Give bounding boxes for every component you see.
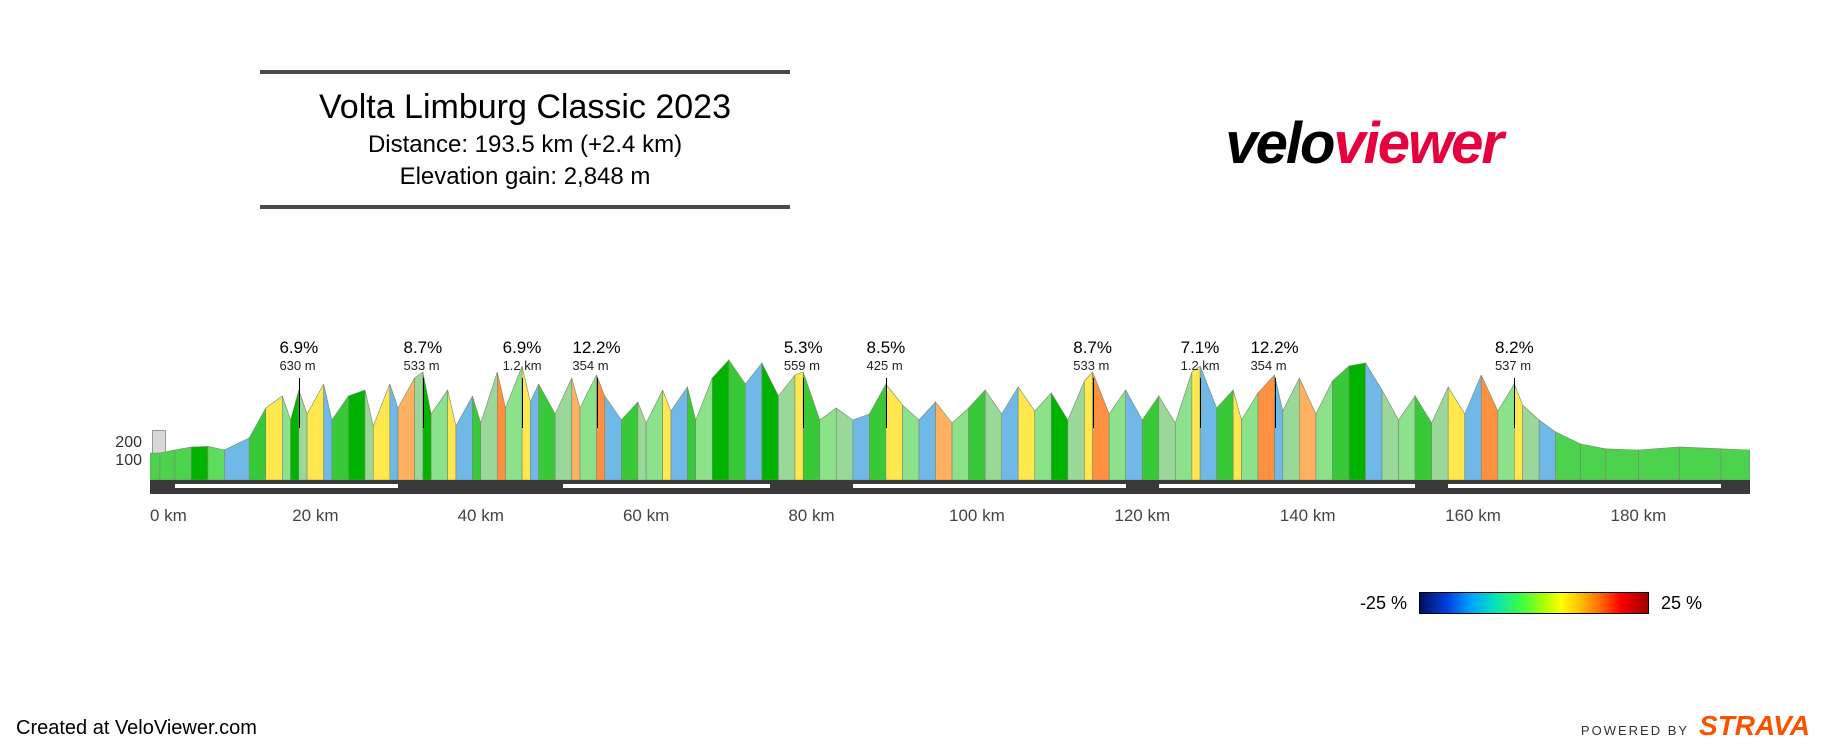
climb-marker-line xyxy=(299,378,300,428)
y-tick-100: 100 xyxy=(115,452,142,470)
climb-marker-line xyxy=(522,378,523,428)
climb-pct: 12.2% xyxy=(572,338,620,358)
road-segment xyxy=(1159,484,1415,488)
road-strip xyxy=(150,480,1750,494)
climb-marker-line xyxy=(597,378,598,428)
climb-pct: 12.2% xyxy=(1250,338,1298,358)
x-tick-label: 40 km xyxy=(458,506,504,526)
climb-pct: 7.1% xyxy=(1181,338,1220,358)
climb-length: 537 m xyxy=(1495,358,1534,373)
footer-powered: POWERED BY STRAVA xyxy=(1581,710,1810,742)
climb-label: 8.7%533 m xyxy=(403,338,442,373)
climb-length: 354 m xyxy=(1250,358,1298,373)
climb-label: 12.2%354 m xyxy=(1250,338,1298,373)
x-axis: 0 km 20 km 40 km 60 km 80 km 100 km 120 km 140 … xyxy=(150,506,1750,530)
footer-credit: Created at VeloViewer.com xyxy=(16,717,257,740)
legend-max-label: 25 % xyxy=(1661,593,1702,614)
route-elevation: Elevation gain: 2,848 m xyxy=(260,163,790,191)
climb-marker-line xyxy=(1514,378,1515,428)
x-tick-label: 140 km xyxy=(1280,506,1336,526)
climb-length: 533 m xyxy=(1073,358,1112,373)
climb-marker-line xyxy=(1275,378,1276,428)
x-tick-label: 160 km xyxy=(1445,506,1501,526)
climb-label: 6.9%630 m xyxy=(279,338,318,373)
climb-label: 6.9%1.2 km xyxy=(503,338,542,373)
route-distance: Distance: 193.5 km (+2.4 km) xyxy=(260,131,790,159)
climb-label: 8.5%425 m xyxy=(867,338,906,373)
elevation-chart: 200 100 0 km 20 km 40 km 60 km 80 km 100 km 12… xyxy=(100,330,1760,530)
climb-marker-line xyxy=(423,378,424,428)
road-segment xyxy=(563,484,770,488)
climb-marker-line xyxy=(1200,378,1201,428)
y-tick-200: 200 xyxy=(115,434,142,452)
climb-length: 425 m xyxy=(867,358,906,373)
x-tick-label: 80 km xyxy=(788,506,834,526)
climb-marker-line xyxy=(1093,378,1094,428)
veloviewer-logo: veloviewer xyxy=(1225,110,1502,177)
x-tick-label: 120 km xyxy=(1114,506,1170,526)
climb-length: 1.2 km xyxy=(503,358,542,373)
climb-label: 7.1%1.2 km xyxy=(1181,338,1220,373)
x-tick-label: 100 km xyxy=(949,506,1005,526)
road-segment xyxy=(853,484,1126,488)
climb-label: 12.2%354 m xyxy=(572,338,620,373)
climb-length: 354 m xyxy=(572,358,620,373)
climb-pct: 8.2% xyxy=(1495,338,1534,358)
x-tick-label: 20 km xyxy=(292,506,338,526)
gradient-legend: -25 % 25 % xyxy=(1360,592,1702,614)
climb-pct: 8.5% xyxy=(867,338,906,358)
x-tick-label: 0 km xyxy=(150,506,187,526)
x-tick-label: 180 km xyxy=(1610,506,1666,526)
logo-part-viewer: viewer xyxy=(1333,111,1502,176)
route-title: Volta Limburg Classic 2023 xyxy=(260,88,790,127)
climb-pct: 8.7% xyxy=(403,338,442,358)
x-tick-label: 60 km xyxy=(623,506,669,526)
legend-min-label: -25 % xyxy=(1360,593,1407,614)
climb-marker-line xyxy=(803,378,804,428)
climb-length: 1.2 km xyxy=(1181,358,1220,373)
climb-pct: 6.9% xyxy=(279,338,318,358)
road-segment xyxy=(175,484,398,488)
climb-label: 8.2%537 m xyxy=(1495,338,1534,373)
powered-by-label: POWERED BY xyxy=(1581,723,1689,738)
climb-pct: 5.3% xyxy=(784,338,823,358)
climb-pct: 6.9% xyxy=(503,338,542,358)
climb-label: 5.3%559 m xyxy=(784,338,823,373)
climb-marker-line xyxy=(886,378,887,428)
legend-gradient-bar xyxy=(1419,592,1649,614)
climb-length: 630 m xyxy=(279,358,318,373)
climb-pct: 8.7% xyxy=(1073,338,1112,358)
climb-length: 533 m xyxy=(403,358,442,373)
climb-length: 559 m xyxy=(784,358,823,373)
climb-label: 8.7%533 m xyxy=(1073,338,1112,373)
strava-logo: STRAVA xyxy=(1699,710,1810,742)
route-header-box: Volta Limburg Classic 2023 Distance: 193… xyxy=(260,70,790,209)
logo-part-velo: velo xyxy=(1225,111,1333,176)
road-segment xyxy=(1448,484,1721,488)
